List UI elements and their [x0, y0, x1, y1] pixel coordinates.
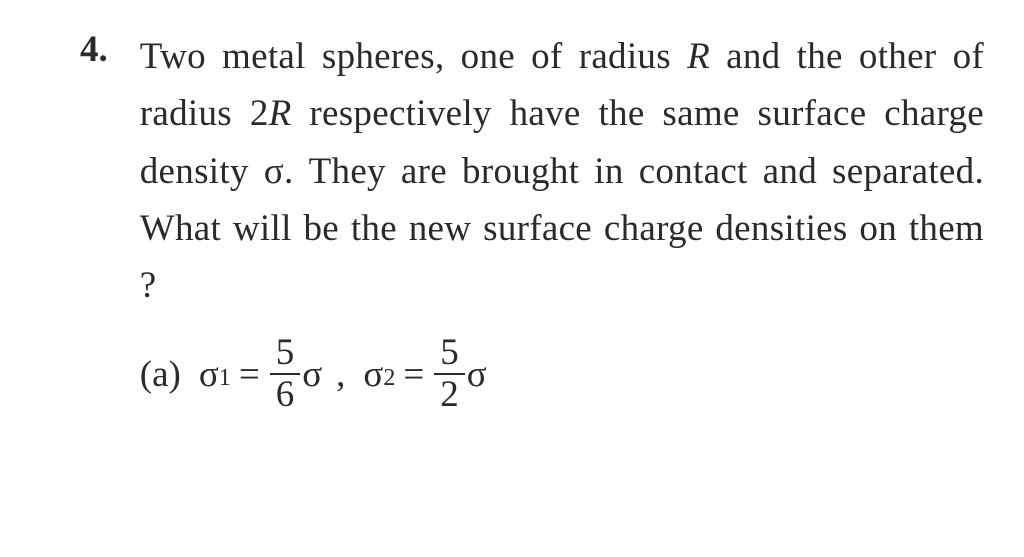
problem-container: 4. Two metal spheres, one of radius R an…	[80, 28, 984, 416]
option-a-row: (a) σ1 = 5 6 σ , σ2 = 5 2 σ	[140, 333, 984, 416]
fraction-1-denominator: 6	[270, 373, 301, 416]
fraction-2-denominator: 2	[434, 373, 465, 416]
fraction-2-numerator: 5	[434, 333, 465, 374]
sigma-1-symbol: σ	[199, 353, 219, 396]
text-part-1: Two metal spheres, one of radius	[140, 36, 687, 77]
question-text: Two metal spheres, one of radius R and t…	[140, 28, 984, 315]
sigma-2-subscript: 2	[383, 365, 395, 392]
sigma-1-post: σ	[302, 353, 322, 396]
fraction-1: 5 6	[270, 333, 301, 416]
variable-R-1: R	[687, 36, 710, 77]
fraction-1-numerator: 5	[270, 333, 301, 374]
sigma-2-post: σ	[467, 353, 487, 396]
equation-sigma-2: σ2 = 5 2 σ	[363, 333, 486, 416]
comma-separator: ,	[336, 353, 345, 396]
equals-sign-2: =	[403, 353, 424, 396]
sigma-2-symbol: σ	[363, 353, 383, 396]
sigma-in-text: σ	[264, 151, 284, 192]
equation-sigma-1: σ1 = 5 6 σ	[199, 333, 322, 416]
fraction-2: 5 2	[434, 333, 465, 416]
option-a-label: (a)	[140, 353, 181, 396]
variable-R-2: R	[269, 93, 292, 134]
sigma-1-subscript: 1	[219, 365, 231, 392]
problem-body: Two metal spheres, one of radius R and t…	[140, 28, 984, 416]
problem-number: 4.	[80, 28, 140, 71]
equals-sign-1: =	[239, 353, 260, 396]
